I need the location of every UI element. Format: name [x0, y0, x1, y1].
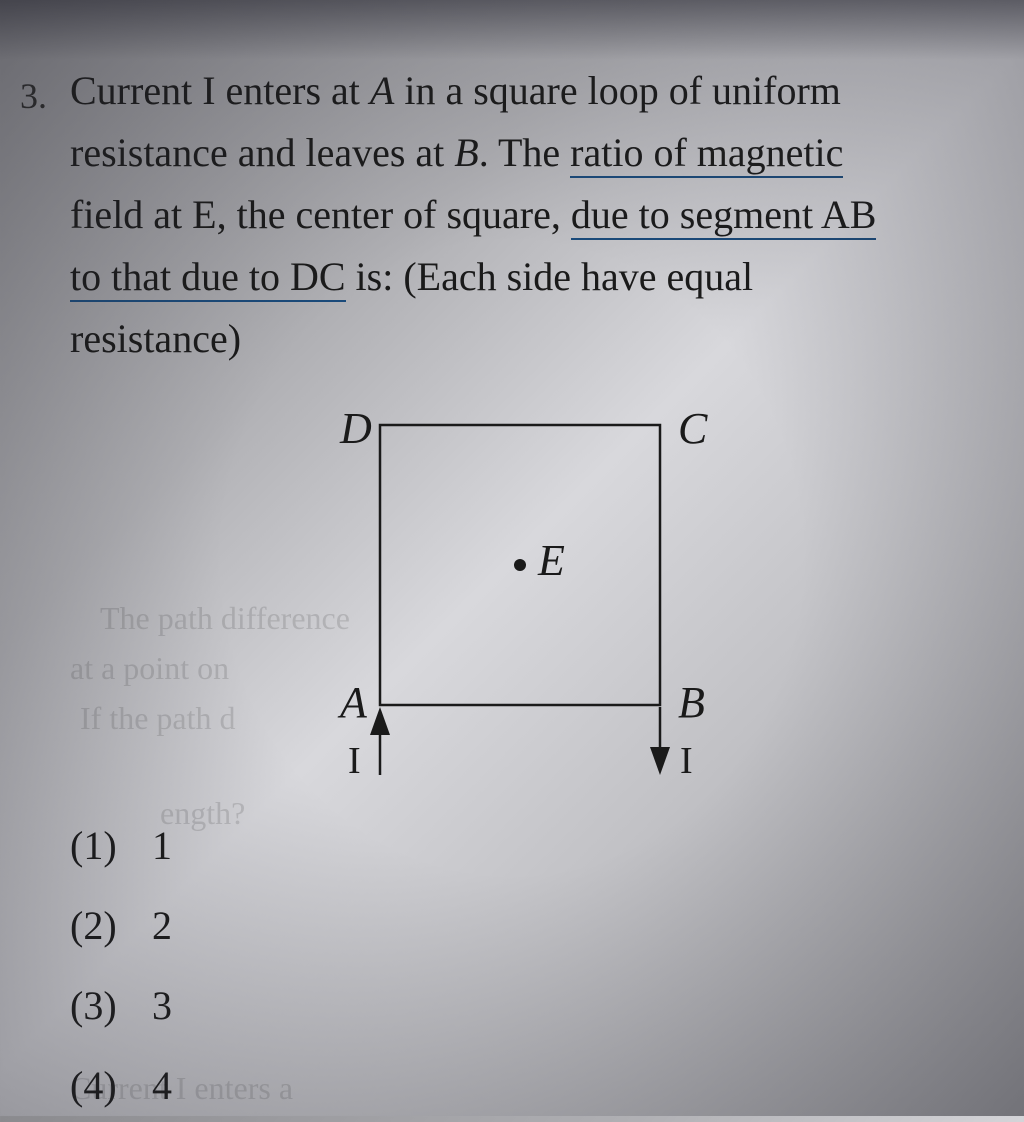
arrow-left-head [370, 707, 390, 735]
line2-pre: resistance and leaves at [70, 130, 454, 175]
line2-post: . The [479, 130, 570, 175]
line1-pre: Current I enters at [70, 68, 370, 113]
underline-1: ratio of magnetic [570, 130, 843, 175]
option-value-4: 4 [152, 1050, 172, 1122]
line3-pre: field at E, the center of square, [70, 192, 571, 237]
diagram-container: D C A B E I I [280, 395, 974, 780]
label-i-right: I [680, 740, 693, 775]
line1-a: A [370, 68, 394, 113]
label-a: A [337, 678, 368, 727]
label-c: C [678, 404, 708, 453]
square-loop-diagram: D C A B E I I [280, 395, 750, 775]
question-number: 3. [20, 75, 47, 117]
option-num-4: (4) [70, 1050, 130, 1122]
line5: resistance) [70, 316, 241, 361]
top-shadow-overlay [0, 0, 1024, 60]
line1-post: in a square loop of uniform [394, 68, 841, 113]
option-num-3: (3) [70, 970, 130, 1042]
label-e: E [537, 536, 565, 585]
line2-b: B [454, 130, 478, 175]
label-b: B [678, 678, 705, 727]
label-d: D [339, 404, 372, 453]
ghost-text-2: at a point on [70, 650, 229, 687]
option-num-1: (1) [70, 810, 130, 882]
option-row-3: (3) 3 [70, 970, 974, 1042]
underline-2: due to segment AB [571, 192, 877, 237]
option-row-1: (1) 1 [70, 810, 974, 882]
arrow-right-head [650, 747, 670, 775]
option-value-1: 1 [152, 810, 172, 882]
question-text: Current I enters at A in a square loop o… [50, 60, 974, 370]
line4-pre: to that due to DC [70, 254, 346, 299]
center-dot [514, 559, 526, 571]
options-container: (1) 1 (2) 2 (3) 3 (4) 4 [50, 810, 974, 1122]
option-value-2: 2 [152, 890, 172, 962]
ghost-text-3: If the path d [80, 700, 236, 737]
page-container: 3. Current I enters at A in a square loo… [50, 60, 974, 1122]
option-row-2: (2) 2 [70, 890, 974, 962]
option-num-2: (2) [70, 890, 130, 962]
label-i-left: I [348, 740, 361, 775]
option-row-4: (4) 4 [70, 1050, 974, 1122]
line4-post: is: (Each side have equal [346, 254, 754, 299]
option-value-3: 3 [152, 970, 172, 1042]
